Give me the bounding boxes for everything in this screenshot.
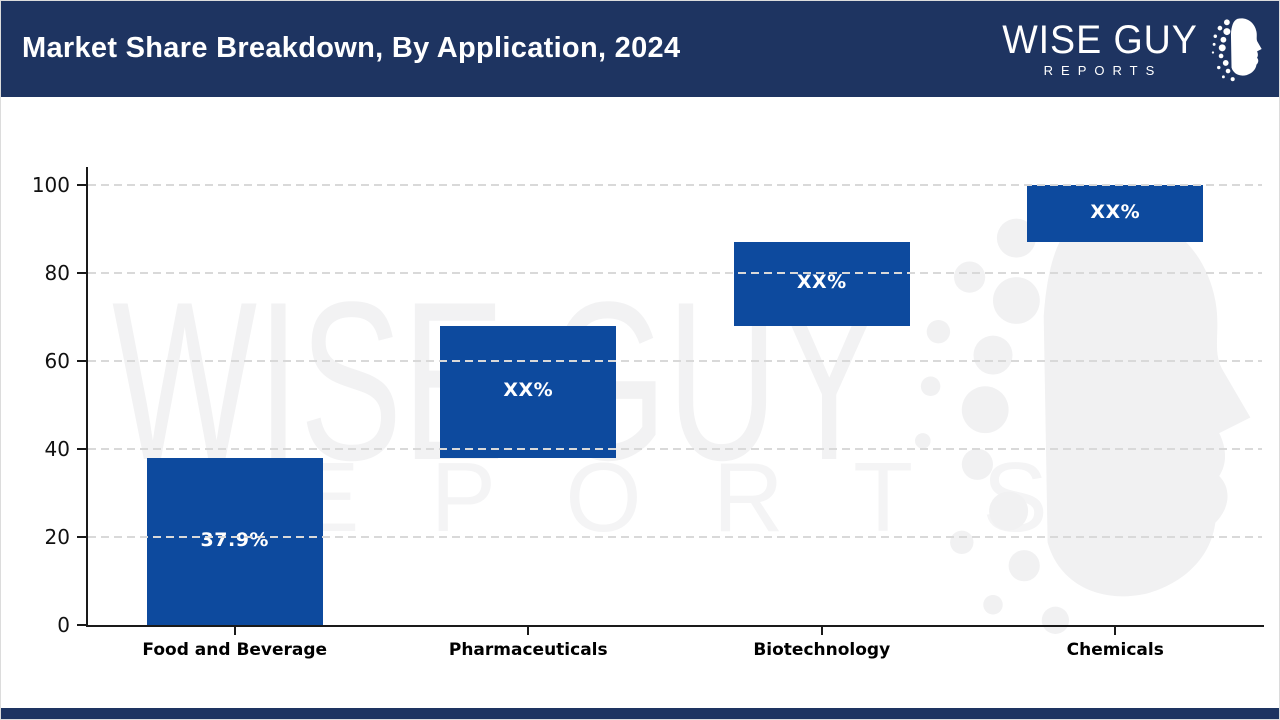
y-axis-tick-40 [77, 448, 86, 450]
x-axis-category-label-food-and-beverage: Food and Beverage [142, 640, 328, 660]
watermark-dotted-face-icon [876, 175, 1266, 660]
chart-title: Market Share Breakdown, By Application, … [22, 32, 681, 64]
y-axis-tick-label-40: 40 [44, 437, 70, 461]
y-axis-tick-0 [77, 624, 86, 626]
bar-chemicals: XX% [1027, 185, 1204, 243]
x-axis-category-label-biotechnology: Biotechnology [753, 640, 891, 660]
gridline-40 [88, 448, 1262, 450]
x-axis-line [86, 625, 1264, 627]
y-axis-tick-label-20: 20 [44, 525, 70, 549]
bar-value-label-pharmaceuticals: XX% [503, 379, 554, 402]
logo-dotted-face-icon [1206, 9, 1264, 89]
bar-value-label-chemicals: XX% [1090, 200, 1141, 223]
y-axis-tick-80 [77, 272, 86, 274]
x-axis-tick-biotechnology [820, 627, 823, 635]
logo-subtext: REPORTS [1043, 62, 1163, 78]
x-axis-tick-food-and-beverage [233, 627, 236, 635]
x-axis-category-label-pharmaceuticals: Pharmaceuticals [448, 640, 608, 660]
y-axis-line [86, 167, 88, 627]
bar-food-and-beverage: 37.9% [146, 458, 323, 625]
gridline-80 [88, 272, 1262, 274]
y-axis-tick-label-100: 100 [31, 173, 70, 197]
y-axis-tick-label-0: 0 [57, 613, 70, 637]
gridline-60 [88, 360, 1262, 362]
x-axis-category-label-chemicals: Chemicals [1066, 640, 1164, 660]
wise-guy-logo: WISE GUY REPORTS [996, 9, 1264, 89]
logo-wordmark: WISE GUY [1002, 17, 1198, 62]
bar-value-label-biotechnology: XX% [796, 270, 847, 293]
gridline-100 [88, 184, 1262, 186]
bar-pharmaceuticals: XX% [440, 325, 617, 459]
y-axis-tick-20 [77, 536, 86, 538]
y-axis-tick-60 [77, 360, 86, 362]
y-axis-tick-100 [77, 184, 86, 186]
x-axis-tick-pharmaceuticals [527, 627, 530, 635]
bar-value-label-food-and-beverage: 37.9% [200, 528, 269, 551]
x-axis-tick-chemicals [1114, 627, 1117, 635]
footer-bar [0, 708, 1280, 720]
logo-text: WISE GUY REPORTS [996, 20, 1204, 78]
y-axis-tick-label-60: 60 [44, 349, 70, 373]
y-axis-tick-label-80: 80 [44, 261, 70, 285]
bar-biotechnology: XX% [733, 242, 910, 326]
header-bar: Market Share Breakdown, By Application, … [0, 0, 1280, 97]
gridline-20 [88, 536, 1262, 538]
